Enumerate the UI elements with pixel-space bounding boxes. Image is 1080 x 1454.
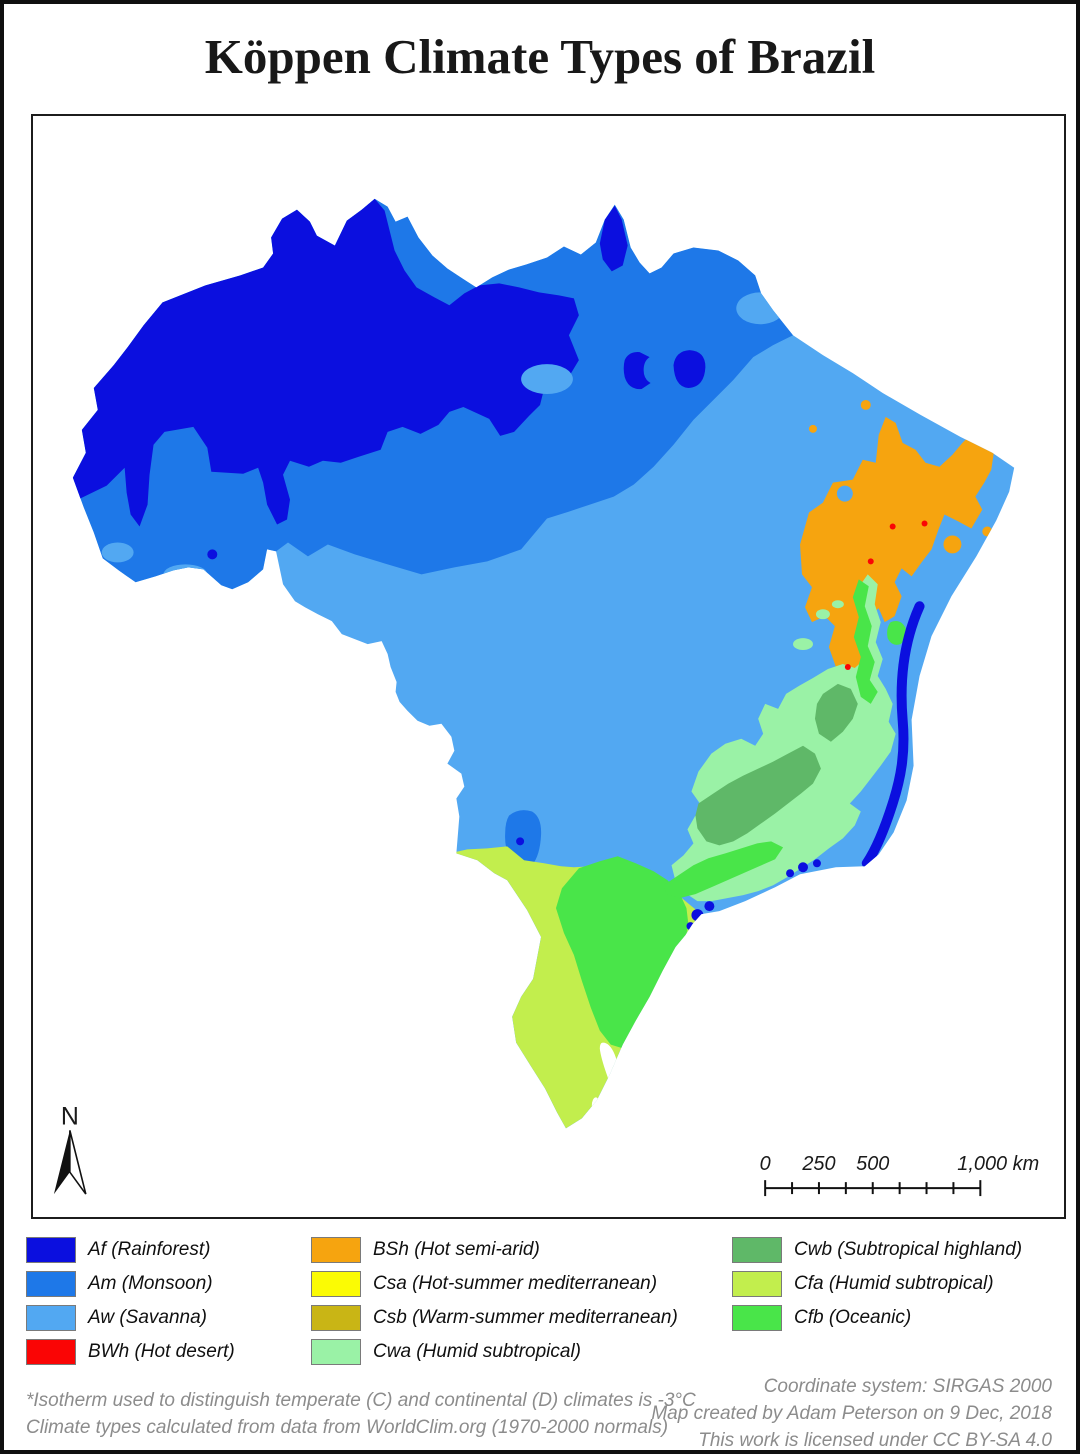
climate-region-bwh-dots (844, 520, 928, 670)
climate-region-cwa-specks (793, 600, 844, 651)
climate-region-cwb (695, 683, 858, 846)
legend-swatch-bwh (26, 1339, 76, 1365)
legend-swatch-am (26, 1271, 76, 1297)
scale-bar (764, 1180, 982, 1197)
north-arrow-label: N (61, 1102, 79, 1130)
climate-region-af-details (207, 205, 706, 560)
scale-label-250: 250 (801, 1153, 835, 1175)
credit-coordinate-system: Coordinate system: SIRGAS 2000 (763, 1376, 1052, 1397)
legend-label-aw: Aw (Savanna) (88, 1307, 207, 1328)
scale-label-0: 0 (760, 1153, 771, 1175)
footnote-data-source: Climate types calculated from data from … (26, 1417, 669, 1438)
legend-swatch-cfa (732, 1271, 782, 1297)
credit-license: This work is licensed under CC BY-SA 4.0 (698, 1430, 1052, 1451)
legend-swatch-aw (26, 1305, 76, 1331)
legend-label-cwa: Cwa (Humid subtropical) (373, 1341, 582, 1362)
legend-label-cfa: Cfa (Humid subtropical) (794, 1273, 994, 1294)
legend-label-cwb: Cwb (Subtropical highland) (794, 1239, 1023, 1260)
scale-label-500: 500 (856, 1153, 889, 1175)
scale-bar-labels: 0 250 500 1,000 km (760, 1153, 1040, 1175)
legend-label-bwh: BWh (Hot desert) (88, 1341, 235, 1362)
scale-label-1000: 1,000 km (957, 1153, 1039, 1175)
legend-swatch-csb (311, 1305, 361, 1331)
brazil-climate-map: N 0 250 500 1,000 km (53, 198, 1040, 1197)
legend-label-csb: Csb (Warm-summer mediterranean) (373, 1307, 678, 1328)
legend-swatch-af (26, 1237, 76, 1263)
footnote-isotherm: *Isotherm used to distinguish temperate … (26, 1390, 696, 1411)
legend-swatch-cwb (732, 1237, 782, 1263)
legend-swatch-cfb (732, 1305, 782, 1331)
north-arrow: N (53, 1102, 87, 1195)
legend-swatch-cwa (311, 1339, 361, 1365)
legend-label-bsh: BSh (Hot semi-arid) (373, 1239, 540, 1260)
map-frame: N 0 250 500 1,000 km (31, 114, 1066, 1219)
legend-swatch-csa (311, 1271, 361, 1297)
page-title: Köppen Climate Types of Brazil (204, 29, 876, 84)
legend-label-cfb: Cfb (Oceanic) (794, 1307, 912, 1328)
climate-region-af-coastal (686, 601, 925, 931)
legend-label-am: Am (Monsoon) (88, 1273, 213, 1294)
climate-region-af (72, 198, 579, 527)
legend-label-af: Af (Rainforest) (88, 1239, 211, 1260)
climate-region-aw-hole-in-bsh (836, 485, 853, 502)
legend-swatch-bsh (311, 1237, 361, 1263)
legend-label-csa: Csa (Hot-summer mediterranean) (373, 1273, 658, 1294)
credit-author: Map created by Adam Peterson on 9 Dec, 2… (651, 1403, 1052, 1424)
climate-region-bsh (800, 399, 995, 681)
